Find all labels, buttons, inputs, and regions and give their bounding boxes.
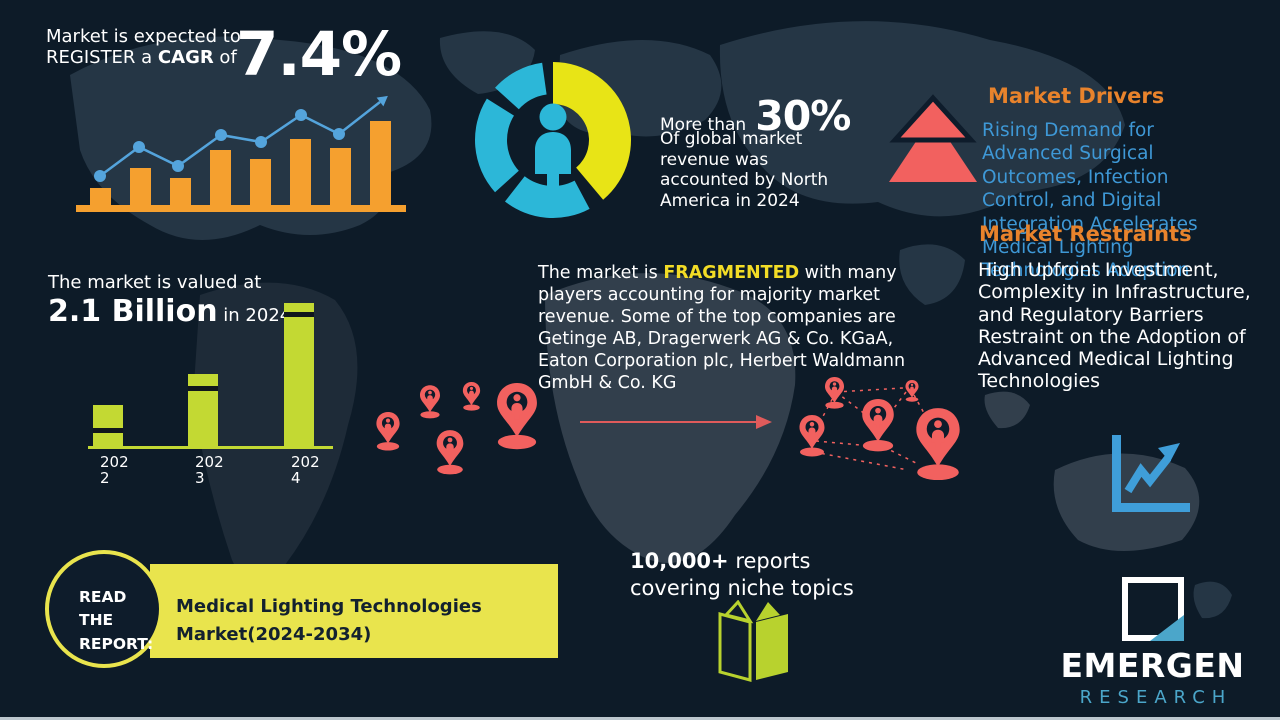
logo-triangle-icon <box>1149 615 1184 641</box>
na-percent: 30% <box>755 92 851 140</box>
pin-icon <box>905 380 919 402</box>
cagr-headline: Market is expected to REGISTER a CAGR of <box>46 26 241 68</box>
logo-square-icon <box>1121 577 1184 641</box>
value-bar-year-label: 2023 <box>195 453 224 487</box>
valuation-line1: The market is valued at <box>48 272 262 293</box>
cagr-value: 7.4% <box>236 19 402 90</box>
pin-icon <box>824 377 845 409</box>
pin-icon <box>420 385 440 419</box>
donut-segments <box>475 62 631 219</box>
pin-icon <box>376 412 400 451</box>
fragmented-paragraph: The market is FRAGMENTED with many playe… <box>538 263 906 393</box>
bottom-edge-strip <box>0 717 1280 720</box>
cagr-line1: Market is expected to <box>46 26 241 47</box>
reports-count-line: 10,000+ reports <box>630 549 811 573</box>
valuation-line2: 2.1 Billion in 2024 <box>48 294 291 329</box>
reports-line2: covering niche topics <box>630 576 854 600</box>
brand-logo: EMERGEN RESEARCH <box>1040 577 1265 708</box>
report-title-line2: Market(2024-2034) <box>176 624 372 645</box>
logo-subtitle: RESEARCH <box>1079 687 1233 708</box>
up-arrows-icon <box>889 94 977 182</box>
fragmented-keyword: FRAGMENTED <box>663 263 800 283</box>
market-restraints-title: Market Restraints <box>979 222 1192 246</box>
value-bar-year-label: 2024 <box>291 453 320 487</box>
reports-count: 10,000+ <box>630 549 729 573</box>
report-banner: Medical Lighting Technologies Market(202… <box>150 564 558 658</box>
book-icon <box>718 600 788 682</box>
cagr-bold-word: CAGR <box>157 47 214 68</box>
market-drivers-title: Market Drivers <box>988 84 1165 108</box>
market-drivers-text: Rising Demand for Advanced Surgical Outc… <box>982 120 1198 282</box>
chart-growth-icon <box>1112 435 1190 512</box>
market-value-bar-chart: 2022 2023 2024 <box>85 295 445 495</box>
pin-icon <box>436 430 464 475</box>
cagr-bars <box>76 121 406 212</box>
pin-icon <box>497 383 537 450</box>
valuation-value: 2.1 Billion <box>48 294 218 329</box>
flow-arrow <box>580 415 772 429</box>
read-report-label: READ THE REPORT: <box>79 588 154 653</box>
pin-icon <box>799 415 825 457</box>
pin-icon <box>916 408 960 481</box>
person-icon <box>535 103 571 190</box>
pin-cluster-left <box>376 382 537 475</box>
pin-icon <box>462 382 481 411</box>
market-restraints-text: High Upfront Investment, Complexity in I… <box>978 259 1251 393</box>
value-bar <box>284 303 314 448</box>
value-bar-stripe <box>188 386 218 391</box>
value-bar <box>93 405 123 448</box>
pin-icon <box>862 399 894 452</box>
na-prefix: More than <box>660 115 747 135</box>
read-report-circle: READ THE REPORT: <box>45 550 163 668</box>
value-bar <box>188 374 218 448</box>
value-bar-stripe <box>93 428 123 433</box>
value-bar-stripe <box>284 312 314 317</box>
value-bar-year-label: 2022 <box>100 453 129 487</box>
valuation-suffix: in 2024 <box>217 305 292 326</box>
cagr-line2: REGISTER a CAGR of <box>46 47 237 68</box>
na-share-headline: More than 30% <box>660 92 851 140</box>
cagr-line <box>94 95 388 182</box>
logo-name: EMERGEN <box>1060 646 1245 685</box>
report-title-line1: Medical Lighting Technologies <box>176 596 482 617</box>
north-america-donut-chart <box>475 62 631 219</box>
na-description: Of global market revenue was accounted b… <box>660 129 829 211</box>
growth-bar-chart <box>76 95 406 212</box>
